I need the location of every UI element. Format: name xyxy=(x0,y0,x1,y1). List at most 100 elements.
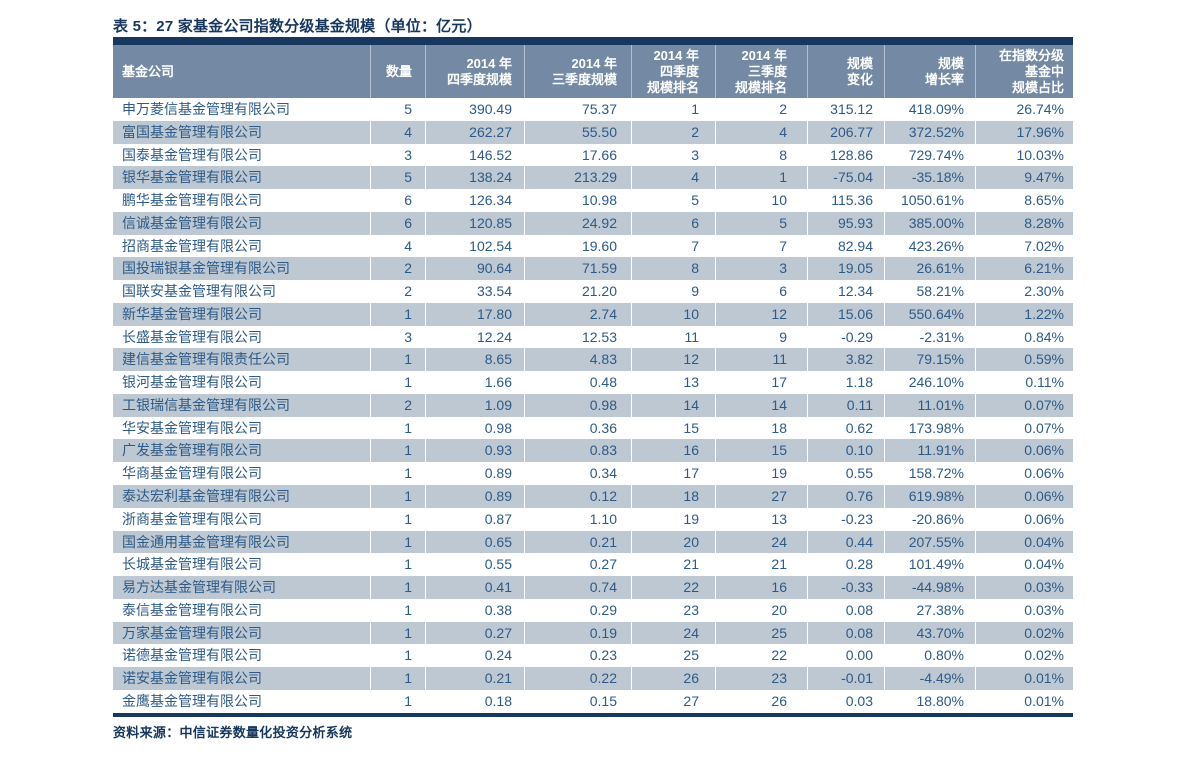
table-row: 银河基金管理有限公司 1 1.66 0.48 13 17 1.18 246.10% 0.11% xyxy=(113,371,1073,394)
cell-q4_rank: 24 xyxy=(631,621,715,645)
cell-growth_rate: 27.38% xyxy=(884,598,975,622)
cell-q3_rank: 21 xyxy=(715,553,807,577)
column-header-company: 基金公司 xyxy=(122,63,175,79)
fund-company-cell: 浙商基金管理有限公司 xyxy=(122,510,262,527)
cell-share: 0.03% xyxy=(975,598,1073,622)
cell-q4_scale: 0.55 xyxy=(425,553,524,577)
cell-count: 1 xyxy=(370,485,425,508)
fund-company-cell: 国泰基金管理有限公司 xyxy=(122,146,262,163)
cell-growth_rate: 619.98% xyxy=(884,485,975,508)
cell-q3_rank: 23 xyxy=(715,667,807,690)
cell-scale_change: 206.77 xyxy=(807,120,884,144)
cell-scale_change: 0.08 xyxy=(807,621,884,645)
cell-count: 4 xyxy=(370,234,425,258)
cell-q3_scale: 0.15 xyxy=(524,689,631,713)
cell-q3_rank: 2 xyxy=(715,98,807,121)
cell-scale_change: 0.08 xyxy=(807,598,884,622)
fund-company-cell: 银华基金管理有限公司 xyxy=(122,169,262,186)
cell-q4_rank: 16 xyxy=(631,439,715,463)
cell-count: 1 xyxy=(370,598,425,622)
cell-growth_rate: 43.70% xyxy=(884,621,975,645)
cell-count: 1 xyxy=(370,462,425,486)
cell-count: 1 xyxy=(370,507,425,531)
cell-q4_scale: 33.54 xyxy=(425,280,524,303)
fund-scale-report: 表 5：27 家基金公司指数分级基金规模（单位：亿元） 基金公司 数量 2014 年… xyxy=(113,19,1073,741)
cell-q3_scale: 24.92 xyxy=(524,211,631,235)
fund-company-cell: 诺德基金管理有限公司 xyxy=(122,647,262,664)
cell-scale_change: 0.28 xyxy=(807,553,884,577)
cell-growth_rate: 173.98% xyxy=(884,416,975,440)
cell-count: 1 xyxy=(370,416,425,440)
cell-growth_rate: 0.80% xyxy=(884,644,975,668)
cell-growth_rate: 423.26% xyxy=(884,234,975,258)
cell-scale_change: -0.23 xyxy=(807,507,884,531)
cell-q3_scale: 12.53 xyxy=(524,325,631,349)
cell-growth_rate: 11.01% xyxy=(884,393,975,417)
cell-growth_rate: -44.98% xyxy=(884,576,975,599)
column-header-q3_scale: 2014 年三季度规模 xyxy=(524,45,631,98)
cell-q4_scale: 0.89 xyxy=(425,485,524,508)
cell-q3_scale: 19.60 xyxy=(524,234,631,258)
table-row: 广发基金管理有限公司 1 0.93 0.83 16 15 0.10 11.91% 0.06% xyxy=(113,439,1073,463)
fund-company-cell: 富国基金管理有限公司 xyxy=(122,123,262,140)
cell-q4_scale: 0.38 xyxy=(425,598,524,622)
cell-q4_rank: 18 xyxy=(631,485,715,508)
source-note: 资料来源：中信证券数量化投资分析系统 xyxy=(113,724,353,740)
cell-q4_rank: 4 xyxy=(631,166,715,190)
cell-share: 0.02% xyxy=(975,644,1073,668)
cell-count: 6 xyxy=(370,189,425,212)
cell-growth_rate: -20.86% xyxy=(884,507,975,531)
cell-scale_change: -0.01 xyxy=(807,667,884,690)
cell-q3_rank: 4 xyxy=(715,120,807,144)
table-row: 申万菱信基金管理有限公司 5 390.49 75.37 1 2 315.12 418.09% 2… xyxy=(113,98,1073,121)
table-row: 信诚基金管理有限公司 6 120.85 24.92 6 5 95.93 385.00% 8.28… xyxy=(113,211,1073,235)
cell-count: 2 xyxy=(370,280,425,303)
cell-scale_change: 0.10 xyxy=(807,439,884,463)
table-row: 富国基金管理有限公司 4 262.27 55.50 2 4 206.77 372.52% 17.… xyxy=(113,120,1073,144)
cell-scale_change: 128.86 xyxy=(807,143,884,167)
cell-scale_change: 0.03 xyxy=(807,689,884,713)
cell-count: 5 xyxy=(370,166,425,190)
cell-share: 0.06% xyxy=(975,485,1073,508)
cell-q3_scale: 0.23 xyxy=(524,644,631,668)
cell-q4_scale: 120.85 xyxy=(425,211,524,235)
fund-company-cell: 泰信基金管理有限公司 xyxy=(122,601,262,618)
cell-q4_rank: 25 xyxy=(631,644,715,668)
cell-q3_scale: 75.37 xyxy=(524,98,631,121)
table-row: 银华基金管理有限公司 5 138.24 213.29 4 1 -75.04 -35.18% 9.… xyxy=(113,166,1073,190)
cell-q4_scale: 0.41 xyxy=(425,576,524,599)
cell-q3_rank: 13 xyxy=(715,507,807,531)
cell-share: 0.06% xyxy=(975,507,1073,531)
cell-q4_scale: 0.98 xyxy=(425,416,524,440)
table-row: 金鹰基金管理有限公司 1 0.18 0.15 27 26 0.03 18.80% 0.01% xyxy=(113,689,1073,713)
cell-q4_scale: 0.24 xyxy=(425,644,524,668)
cell-q3_rank: 25 xyxy=(715,621,807,645)
table-row: 泰信基金管理有限公司 1 0.38 0.29 23 20 0.08 27.38% 0.03% xyxy=(113,598,1073,622)
table-row: 泰达宏利基金管理有限公司 1 0.89 0.12 18 27 0.76 619.98% 0.06… xyxy=(113,485,1073,508)
cell-q4_scale: 0.21 xyxy=(425,667,524,690)
fund-company-cell: 华商基金管理有限公司 xyxy=(122,465,262,482)
cell-share: 17.96% xyxy=(975,120,1073,144)
cell-q3_rank: 19 xyxy=(715,462,807,486)
cell-q4_rank: 7 xyxy=(631,234,715,258)
cell-share: 0.01% xyxy=(975,667,1073,690)
cell-q4_rank: 20 xyxy=(631,530,715,554)
table-row: 国联安基金管理有限公司 2 33.54 21.20 9 6 12.34 58.21% 2.30% xyxy=(113,280,1073,303)
cell-q3_rank: 18 xyxy=(715,416,807,440)
cell-q4_scale: 262.27 xyxy=(425,120,524,144)
cell-q4_scale: 0.18 xyxy=(425,689,524,713)
cell-q3_rank: 22 xyxy=(715,644,807,668)
cell-q4_rank: 6 xyxy=(631,211,715,235)
cell-q4_scale: 17.80 xyxy=(425,302,524,326)
cell-q3_rank: 16 xyxy=(715,576,807,599)
cell-growth_rate: -2.31% xyxy=(884,325,975,349)
fund-company-cell: 易方达基金管理有限公司 xyxy=(122,579,276,596)
cell-share: 0.06% xyxy=(975,439,1073,463)
cell-q3_rank: 20 xyxy=(715,598,807,622)
cell-count: 1 xyxy=(370,371,425,394)
cell-count: 1 xyxy=(370,621,425,645)
cell-share: 0.04% xyxy=(975,553,1073,577)
cell-scale_change: 0.62 xyxy=(807,416,884,440)
cell-q4_scale: 390.49 xyxy=(425,98,524,121)
cell-q3_scale: 0.21 xyxy=(524,530,631,554)
